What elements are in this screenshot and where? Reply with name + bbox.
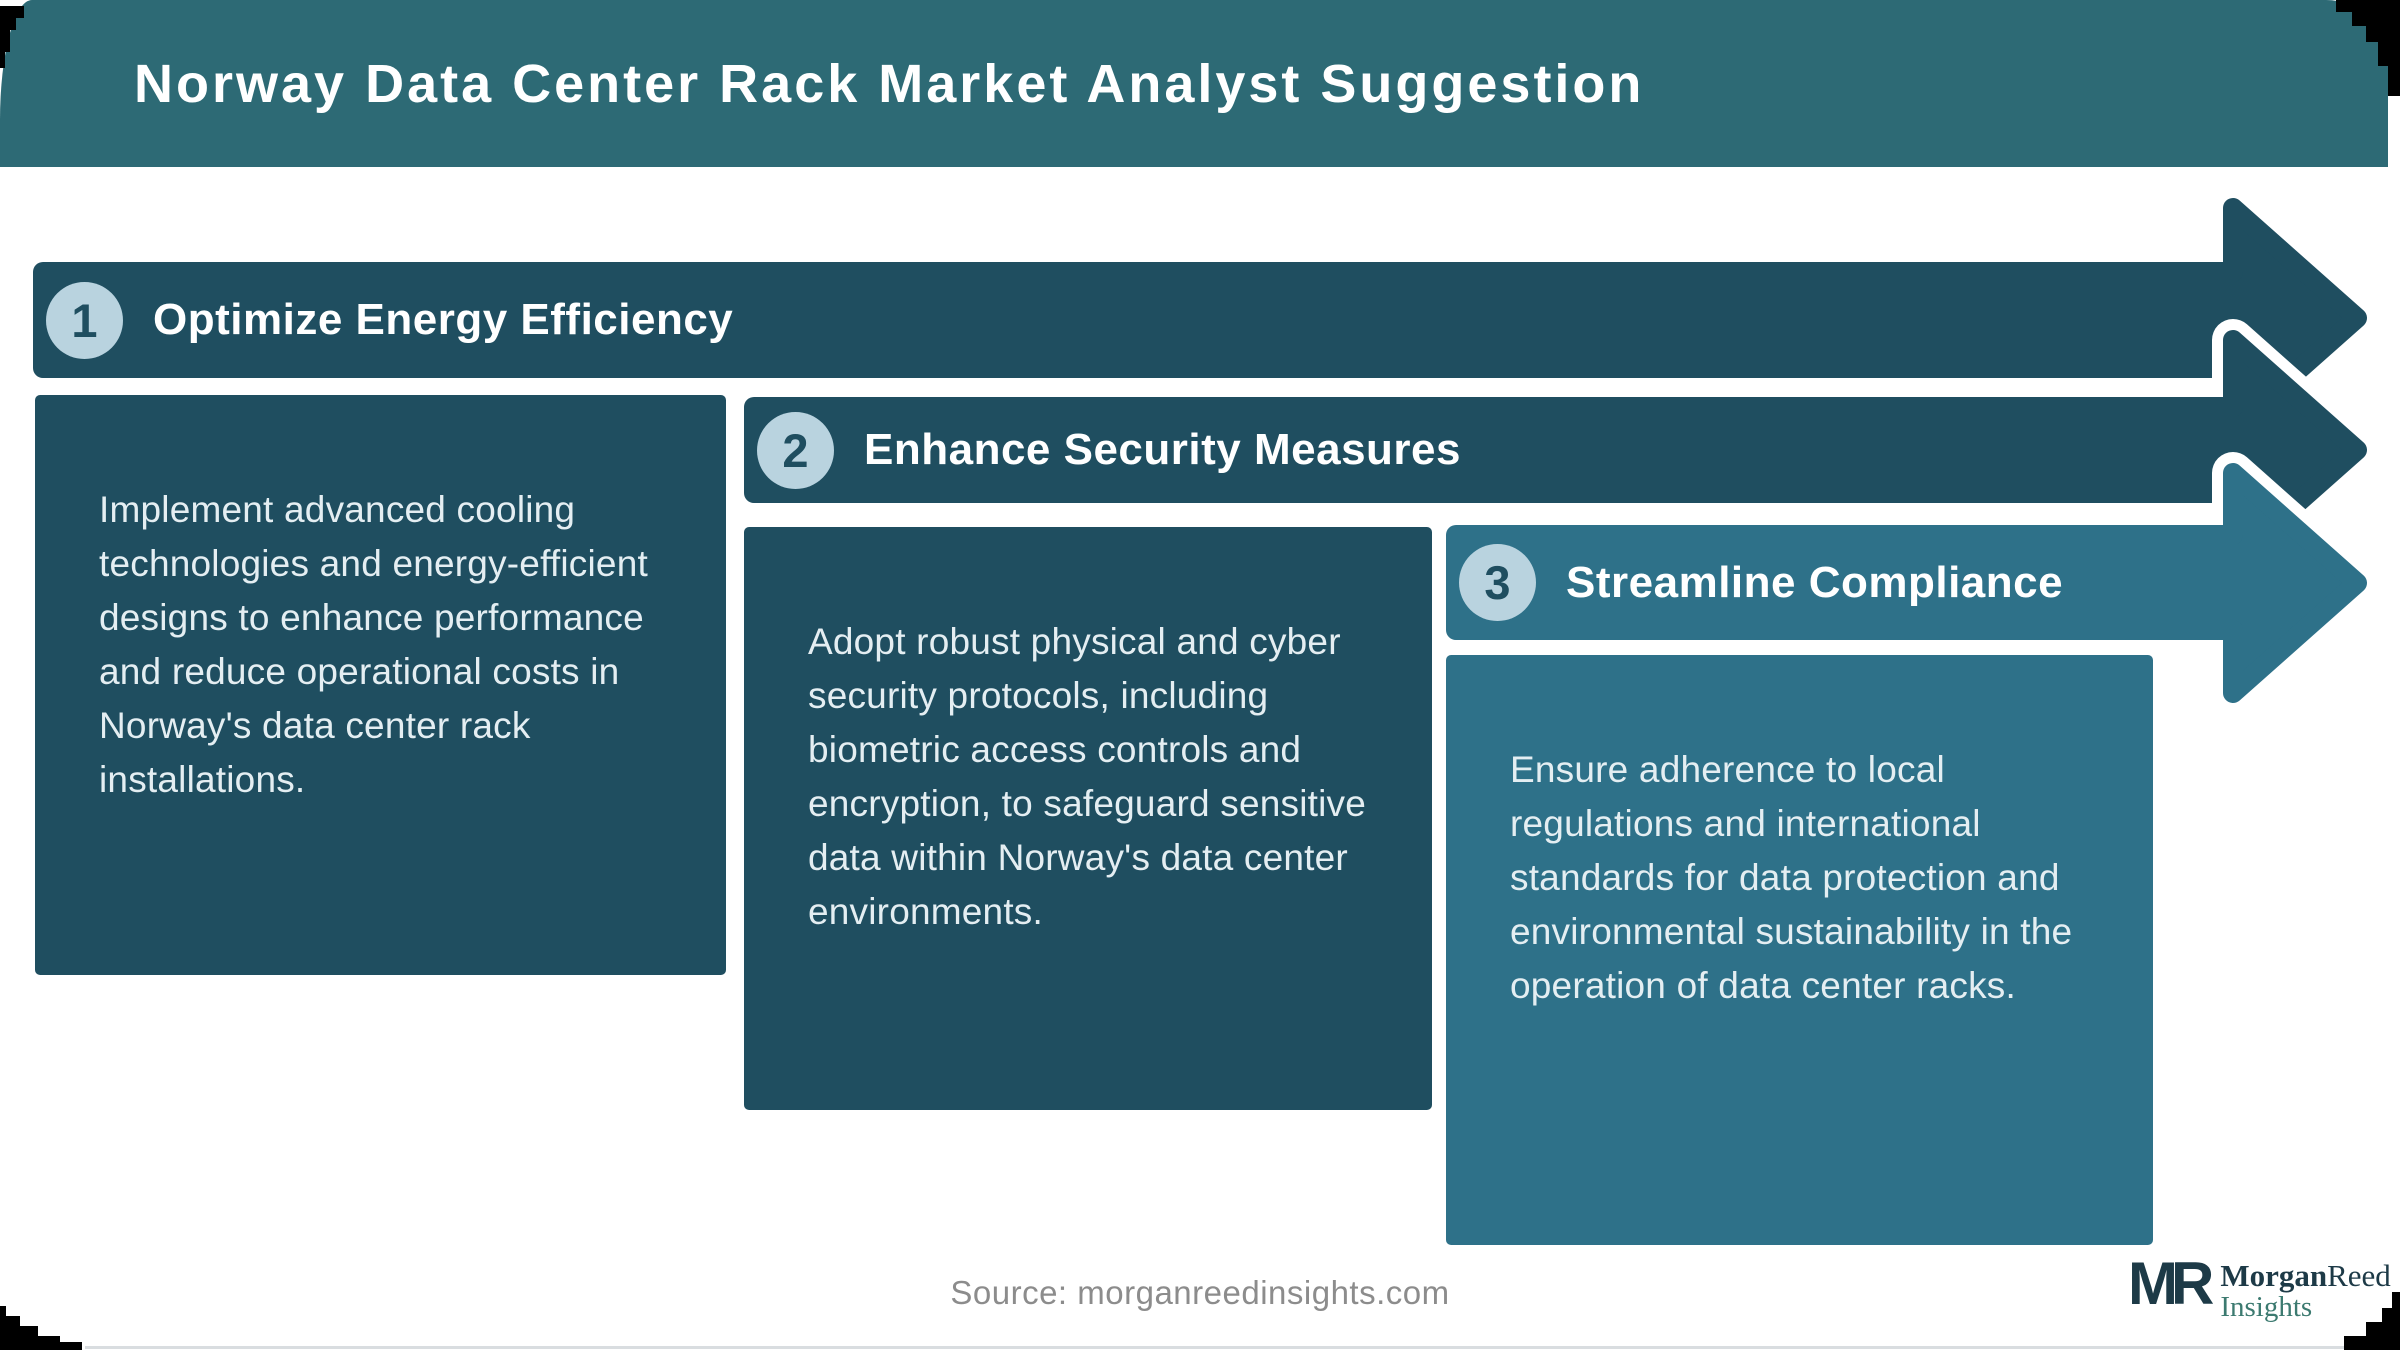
corner-artifact-bottom-right xyxy=(2382,1308,2392,1350)
page-title: Norway Data Center Rack Market Analyst S… xyxy=(134,53,1645,114)
logo-name: MorganReed xyxy=(2220,1258,2391,1293)
logo-name-regular: Reed xyxy=(2327,1258,2391,1293)
step-2-number-badge: 2 xyxy=(757,411,834,489)
corner-artifact-bottom-left xyxy=(0,1306,6,1350)
corner-artifact-top-left xyxy=(16,6,24,18)
source-text: Source: morganreedinsights.com xyxy=(950,1274,1450,1311)
step-2-description-box: Adopt robust physical and cyber security… xyxy=(744,527,1432,1110)
corner-artifact-top-right xyxy=(2336,0,2400,12)
step-2-title: Enhance Security Measures xyxy=(864,425,1461,474)
step-3-number-badge: 3 xyxy=(1459,544,1536,621)
step-1-description: Implement advanced cooling technologies … xyxy=(99,489,648,800)
corner-artifact-top-left xyxy=(0,30,10,52)
step-3-description: Ensure adherence to local regulations an… xyxy=(1510,749,2073,1006)
logo-tagline: Insights xyxy=(2220,1291,2313,1323)
step-1-number: 1 xyxy=(71,293,98,347)
corner-artifact-bottom-left xyxy=(20,1326,38,1350)
corner-artifact-top-right xyxy=(2366,26,2400,42)
logo-name-bold: Morgan xyxy=(2220,1258,2328,1293)
header-bar: Norway Data Center Rack Market Analyst S… xyxy=(0,0,2388,167)
step-1-number-badge: 1 xyxy=(46,281,123,359)
corner-artifact-bottom-left xyxy=(60,1342,82,1350)
step-2-description: Adopt robust physical and cyber security… xyxy=(808,621,1367,932)
corner-artifact-top-left xyxy=(0,52,5,68)
corner-artifact-bottom-right xyxy=(2366,1322,2382,1350)
bottom-border-line xyxy=(85,1346,2344,1349)
arrow-3-shape xyxy=(1446,463,2367,703)
corner-artifact-bottom-right xyxy=(2392,1292,2400,1350)
step-1-bar: 1 Optimize Energy Efficiency xyxy=(33,262,2243,378)
corner-artifact-top-left xyxy=(0,6,16,30)
step-3-title: Streamline Compliance xyxy=(1566,557,2064,607)
step-1-description-box: Implement advanced cooling technologies … xyxy=(35,395,726,975)
corner-artifact-bottom-left xyxy=(38,1336,60,1350)
logo-monogram-icon: MR xyxy=(2128,1250,2214,1317)
logo-text: MorganReed Insights xyxy=(2220,1258,2391,1323)
step-3-description-box: Ensure adherence to local regulations an… xyxy=(1446,655,2153,1245)
corner-artifact-top-right xyxy=(2388,66,2400,96)
step-1-title: Optimize Energy Efficiency xyxy=(153,295,734,344)
brand-logo: MR MorganReed Insights xyxy=(2128,1250,2391,1323)
corner-artifact-top-right xyxy=(2378,42,2400,66)
corner-artifact-bottom-right xyxy=(2344,1336,2366,1350)
step-3-number: 3 xyxy=(1484,556,1511,609)
step-2-bar: 2 Enhance Security Measures xyxy=(744,397,2243,503)
step-2-number: 2 xyxy=(782,423,809,477)
corner-artifact-bottom-left xyxy=(6,1316,20,1350)
step-3-bar: 3 Streamline Compliance xyxy=(1446,525,2243,640)
corner-artifact-top-right xyxy=(2352,12,2400,26)
